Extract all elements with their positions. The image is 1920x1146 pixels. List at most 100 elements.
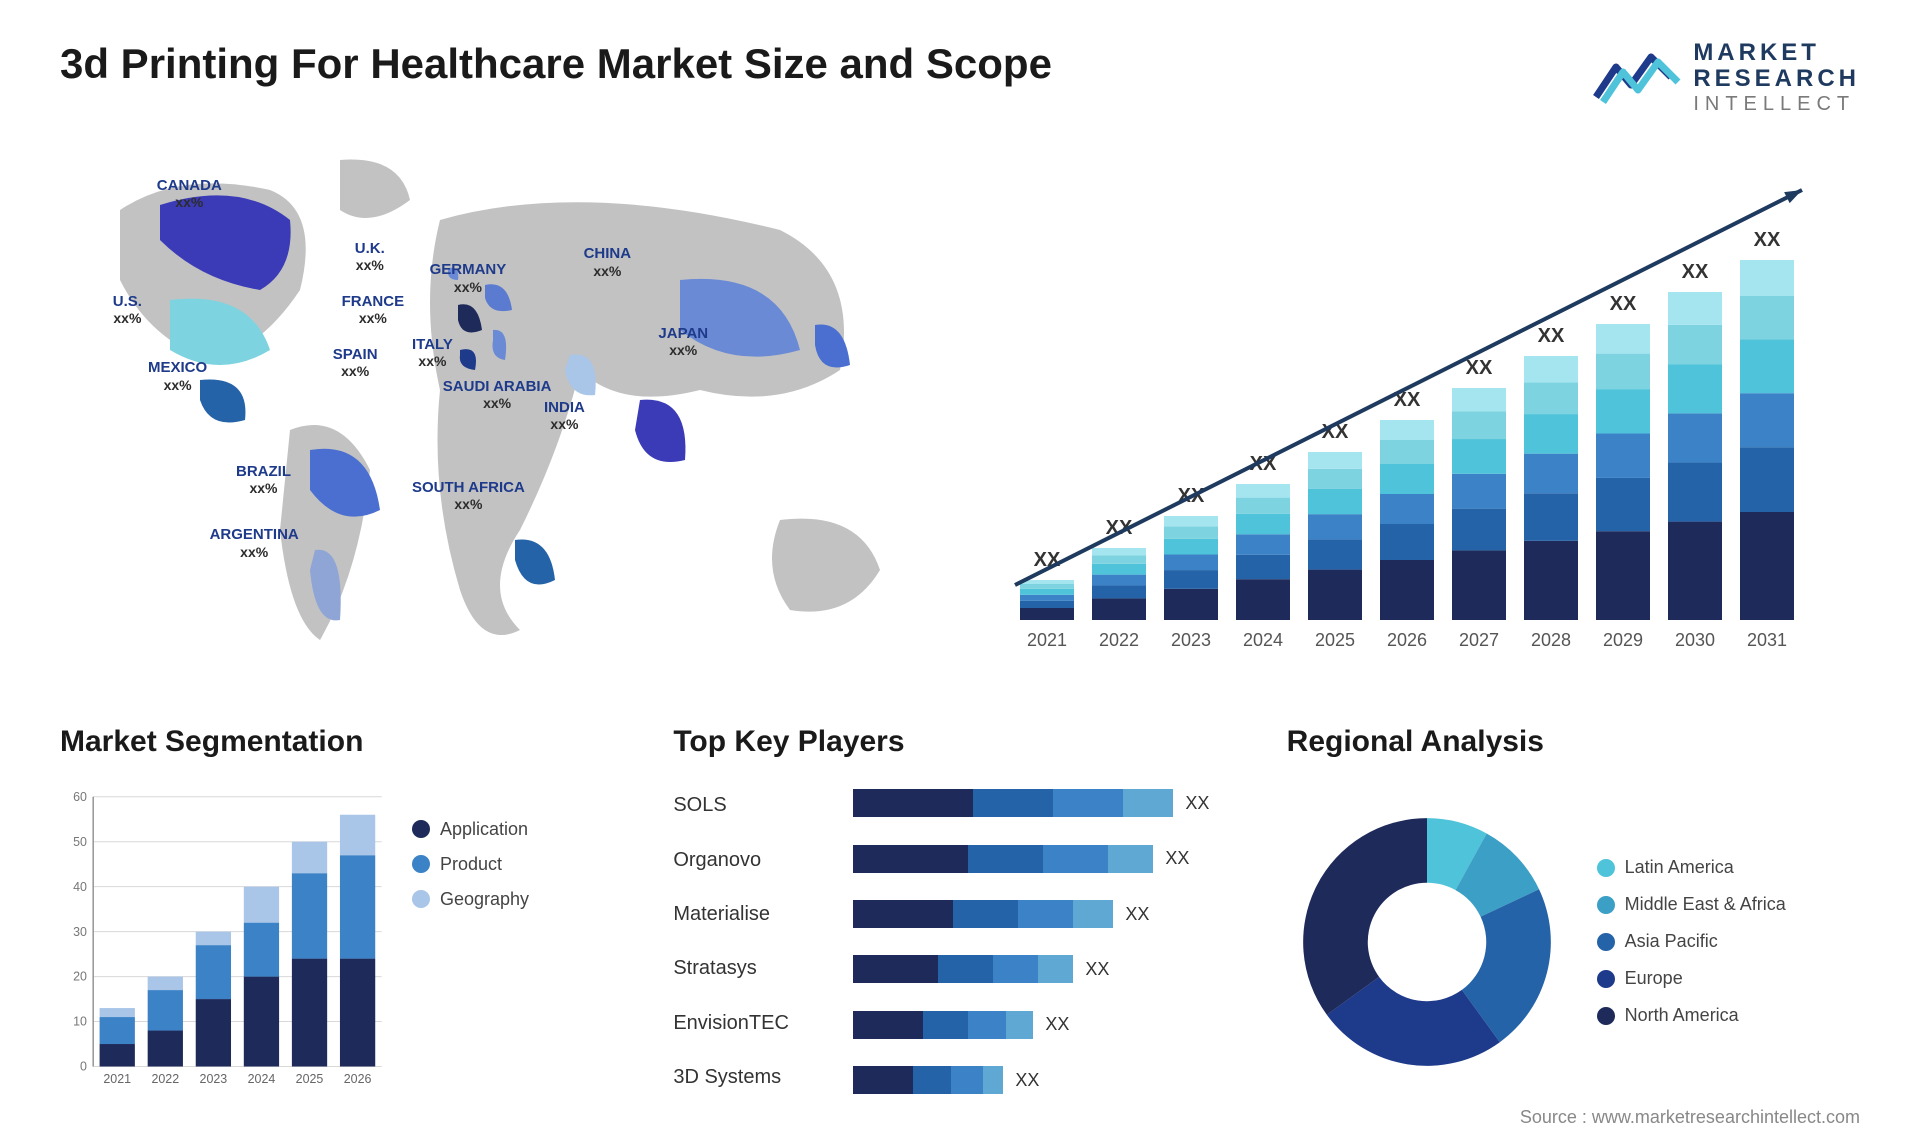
- svg-text:2025: 2025: [296, 1072, 324, 1086]
- player-bar-segment: [853, 1011, 923, 1039]
- legend-label: Latin America: [1625, 857, 1734, 878]
- legend-label: Product: [440, 854, 502, 875]
- player-bar-segment: [853, 845, 968, 873]
- legend-dot-icon: [1597, 1007, 1615, 1025]
- seg-legend-item: Application: [412, 819, 633, 840]
- players-bars: XXXXXXXXXXXX: [853, 779, 1246, 1105]
- svg-text:XX: XX: [1682, 261, 1709, 283]
- legend-label: Middle East & Africa: [1625, 894, 1786, 915]
- svg-text:2031: 2031: [1747, 630, 1787, 650]
- player-bar-segment: [853, 1066, 913, 1094]
- player-bar: [853, 1066, 1003, 1094]
- player-bar-segment: [1123, 789, 1173, 817]
- legend-dot-icon: [1597, 970, 1615, 988]
- player-bar-segment: [938, 955, 993, 983]
- logo-mark-icon: [1591, 47, 1681, 107]
- svg-text:2026: 2026: [1387, 630, 1427, 650]
- legend-label: Geography: [440, 889, 529, 910]
- player-bar-segment: [853, 789, 973, 817]
- segmentation-title: Market Segmentation: [60, 725, 633, 759]
- logo-line2: RESEARCH: [1693, 66, 1860, 92]
- region-legend-item: Middle East & Africa: [1597, 894, 1860, 915]
- player-bar-row: XX: [853, 1065, 1246, 1095]
- svg-text:2026: 2026: [344, 1072, 372, 1086]
- legend-dot-icon: [412, 855, 430, 873]
- player-bar-row: XX: [853, 899, 1246, 929]
- player-name: 3D Systems: [673, 1066, 843, 1089]
- player-name: EnvisionTEC: [673, 1012, 843, 1035]
- player-bar: [853, 900, 1113, 928]
- regional-legend: Latin America Middle East & Africa Asia Pa…: [1567, 857, 1860, 1026]
- player-value: XX: [1015, 1070, 1039, 1091]
- player-name: SOLS: [673, 794, 843, 817]
- map-label-u-s-: U.S.xx%: [113, 293, 142, 326]
- legend-dot-icon: [412, 820, 430, 838]
- player-bar-segment: [1018, 900, 1073, 928]
- region-legend-item: Asia Pacific: [1597, 931, 1860, 952]
- player-bar-segment: [1043, 845, 1108, 873]
- legend-dot-icon: [1597, 859, 1615, 877]
- growth-chart-panel: XXXXXXXXXXXXXXXXXXXXXX 20212022202320242…: [980, 145, 1860, 675]
- logo-line3: INTELLECT: [1693, 93, 1860, 115]
- svg-text:30: 30: [73, 925, 87, 939]
- player-value: XX: [1185, 793, 1209, 814]
- player-bar: [853, 1011, 1033, 1039]
- legend-label: Application: [440, 819, 528, 840]
- map-label-spain: SPAINxx%: [333, 346, 378, 379]
- svg-text:XX: XX: [1466, 357, 1493, 379]
- player-name: Organovo: [673, 849, 843, 872]
- brand-logo: MARKET RESEARCH INTELLECT: [1591, 40, 1860, 115]
- map-label-saudi-arabia: SAUDI ARABIAxx%: [443, 378, 552, 411]
- map-label-india: INDIAxx%: [544, 399, 585, 432]
- player-name: Stratasys: [673, 957, 843, 980]
- svg-text:20: 20: [73, 970, 87, 984]
- player-value: XX: [1125, 904, 1149, 925]
- svg-text:2030: 2030: [1675, 630, 1715, 650]
- regional-panel: Regional Analysis Latin AmericaMiddle Ea…: [1287, 725, 1860, 1105]
- player-bar-segment: [993, 955, 1038, 983]
- seg-legend-item: Product: [412, 854, 633, 875]
- svg-text:2024: 2024: [1243, 630, 1283, 650]
- player-bar-segment: [1108, 845, 1153, 873]
- svg-text:XX: XX: [1538, 325, 1565, 347]
- segmentation-chart: 0102030405060202120222023202420252026: [60, 779, 392, 1105]
- map-label-germany: GERMANYxx%: [430, 261, 507, 294]
- player-bar-segment: [1006, 1011, 1033, 1039]
- players-panel: Top Key Players SOLSOrganovoMaterialiseS…: [673, 725, 1246, 1105]
- legend-label: North America: [1625, 1005, 1739, 1026]
- world-map-panel: CANADAxx%U.S.xx%MEXICOxx%BRAZILxx%ARGENT…: [60, 145, 940, 675]
- svg-text:2023: 2023: [200, 1072, 228, 1086]
- player-bar-segment: [1073, 900, 1113, 928]
- region-legend-item: North America: [1597, 1005, 1860, 1026]
- player-bar-segment: [923, 1011, 968, 1039]
- region-legend-item: Europe: [1597, 968, 1860, 989]
- svg-text:50: 50: [73, 835, 87, 849]
- legend-label: Asia Pacific: [1625, 931, 1718, 952]
- player-bar-segment: [973, 789, 1053, 817]
- legend-dot-icon: [1597, 896, 1615, 914]
- player-bar-segment: [968, 845, 1043, 873]
- logo-line1: MARKET: [1693, 40, 1860, 66]
- svg-text:2029: 2029: [1603, 630, 1643, 650]
- map-label-canada: CANADAxx%: [157, 177, 222, 210]
- player-bar-row: XX: [853, 788, 1246, 818]
- map-label-italy: ITALYxx%: [412, 336, 453, 369]
- map-label-south-africa: SOUTH AFRICAxx%: [412, 479, 525, 512]
- svg-text:2025: 2025: [1315, 630, 1355, 650]
- source-text: Source : www.marketresearchintellect.com: [1520, 1107, 1860, 1128]
- player-bar-segment: [1038, 955, 1073, 983]
- svg-text:2027: 2027: [1459, 630, 1499, 650]
- map-label-brazil: BRAZILxx%: [236, 463, 291, 496]
- map-label-france: FRANCExx%: [342, 293, 405, 326]
- growth-bar-chart: XXXXXXXXXXXXXXXXXXXXXX 20212022202320242…: [980, 145, 1860, 675]
- legend-label: Europe: [1625, 968, 1683, 989]
- svg-text:0: 0: [80, 1059, 87, 1073]
- player-bar: [853, 845, 1153, 873]
- svg-text:40: 40: [73, 880, 87, 894]
- player-bar-segment: [983, 1066, 1003, 1094]
- seg-legend-item: Geography: [412, 889, 633, 910]
- page-title: 3d Printing For Healthcare Market Size a…: [60, 40, 1052, 88]
- player-bar-row: XX: [853, 1010, 1246, 1040]
- svg-text:2022: 2022: [1099, 630, 1139, 650]
- player-value: XX: [1165, 848, 1189, 869]
